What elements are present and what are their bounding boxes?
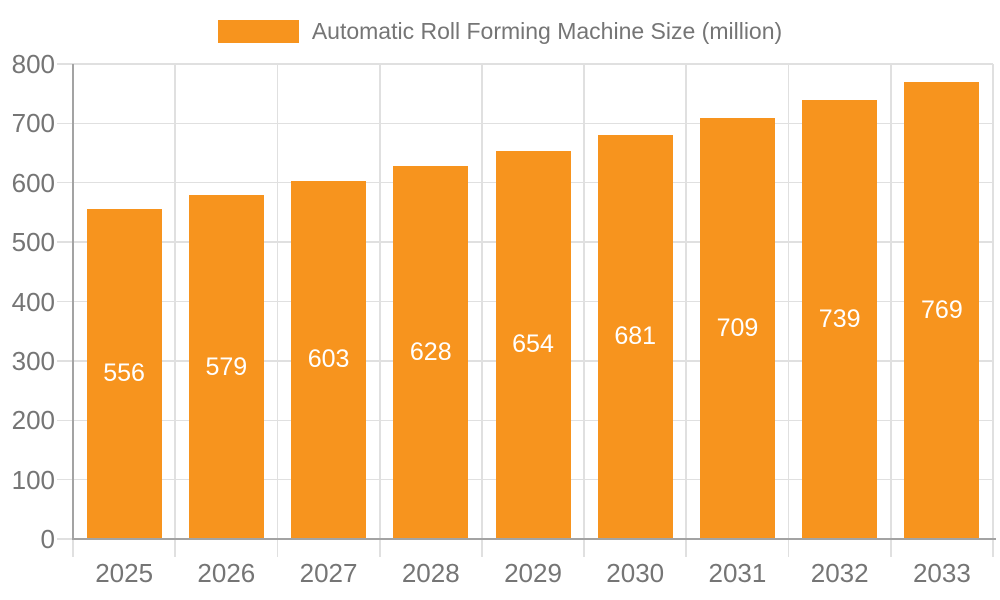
y-axis-line	[72, 64, 74, 539]
x-tick-label: 2027	[299, 558, 358, 588]
bar[interactable]	[188, 195, 264, 539]
bar[interactable]	[393, 166, 469, 539]
y-tick-label: 400	[11, 286, 55, 317]
legend: Automatic Roll Forming Machine Size (mil…	[0, 16, 1000, 46]
v-gridline	[378, 64, 381, 557]
legend-swatch-icon	[217, 19, 299, 43]
x-tick-label: 2026	[197, 558, 256, 588]
legend-label: Automatic Roll Forming Machine Size (mil…	[311, 18, 783, 44]
bar-value-label: 579	[205, 352, 248, 381]
v-gridline	[685, 64, 688, 557]
y-gridline	[57, 63, 993, 65]
x-axis-line	[72, 538, 996, 540]
x-tick-label: 2025	[95, 558, 154, 588]
y-gridline	[57, 122, 993, 125]
x-tick-label: 2028	[401, 558, 460, 588]
x-tick-label: 2033	[912, 558, 971, 588]
bar[interactable]	[904, 82, 980, 539]
y-tick-label: 300	[11, 345, 55, 376]
bar-value-label: 556	[103, 359, 145, 388]
v-gridline	[480, 64, 483, 557]
x-tick-label: 2031	[708, 558, 767, 588]
v-gridline	[787, 64, 790, 557]
bar[interactable]	[699, 118, 775, 539]
v-gridline	[276, 64, 279, 557]
y-tick-label: 100	[11, 464, 55, 495]
v-gridline	[174, 64, 177, 557]
y-tick-label: 700	[11, 108, 55, 139]
x-tick-label: 2029	[504, 558, 562, 588]
bar-value-label: 603	[307, 345, 350, 374]
x-tick-label: 2032	[810, 558, 869, 588]
v-gridline	[889, 64, 892, 557]
y-tick-label: 600	[11, 167, 55, 198]
y-tick-label: 0	[40, 524, 55, 554]
y-tick-label: 800	[11, 49, 55, 79]
y-tick-label: 200	[11, 405, 55, 436]
bar-value-label: 709	[716, 314, 759, 343]
x-tick-label: 2030	[606, 558, 665, 588]
bar[interactable]	[802, 100, 878, 539]
bar[interactable]	[597, 134, 673, 539]
bar[interactable]	[86, 208, 162, 539]
bar-value-label: 654	[512, 330, 554, 359]
legend-item[interactable]: Automatic Roll Forming Machine Size (mil…	[217, 16, 783, 46]
bar[interactable]	[291, 180, 367, 539]
bar[interactable]	[495, 150, 571, 539]
v-gridline	[992, 64, 994, 557]
bar-value-label: 769	[921, 296, 963, 325]
bar-value-label: 681	[614, 322, 657, 351]
bar-value-label: 628	[409, 338, 452, 367]
y-tick-label: 500	[11, 227, 55, 258]
bar-value-label: 739	[818, 305, 861, 334]
v-gridline	[583, 64, 585, 557]
